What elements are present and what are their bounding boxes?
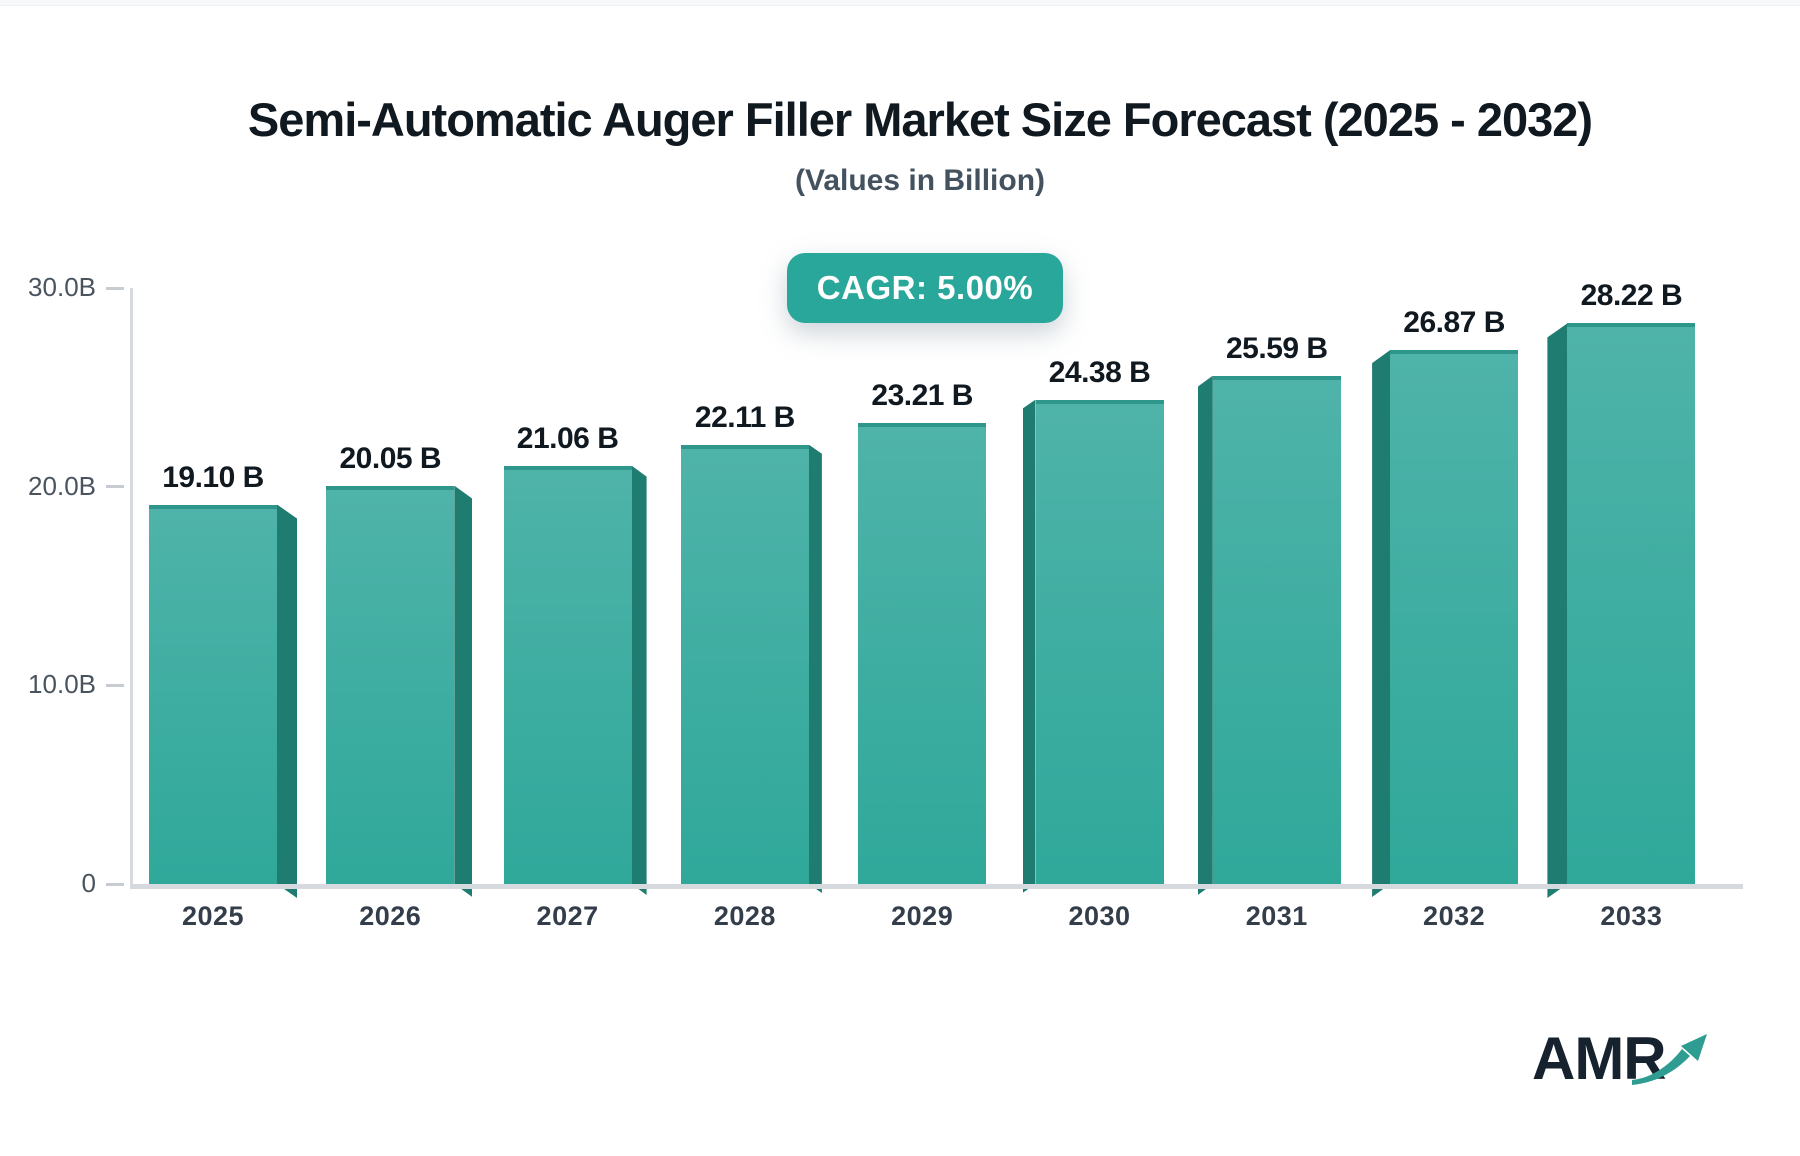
growth-arrow-icon	[1631, 1034, 1707, 1085]
bar	[326, 485, 455, 884]
cagr-badge-label: CAGR: 5.00%	[816, 269, 1034, 306]
bar	[1567, 323, 1696, 884]
category-label: 2031	[1245, 901, 1308, 931]
y-axis-line	[130, 288, 133, 889]
bar	[149, 504, 277, 884]
bar-value-label: 20.05 B	[339, 441, 442, 475]
bar	[680, 444, 809, 884]
page-subtitle: (Values in Billion)	[794, 164, 1046, 197]
bar-value-label: 21.06 B	[516, 421, 619, 455]
y-axis-tick	[106, 485, 124, 489]
category-label: 2026	[359, 901, 422, 931]
bar-side-3d	[809, 445, 822, 893]
bar-value-label: 24.38 B	[1048, 355, 1151, 389]
y-axis-tick	[106, 882, 124, 886]
cagr-badge: CAGR: 5.00%	[787, 253, 1063, 323]
bar-side-3d	[1023, 400, 1036, 893]
category-label: 2027	[536, 901, 599, 931]
x-axis-line	[130, 884, 1743, 889]
category-label: 2028	[713, 901, 776, 931]
bar-value-label: 25.59 B	[1226, 331, 1328, 365]
bar-value-label: 22.11 B	[694, 400, 795, 434]
bar-value-label: 26.87 B	[1403, 306, 1505, 340]
bar-value-label: 23.21 B	[871, 378, 973, 412]
bar-value-label: 19.10 B	[162, 460, 264, 494]
bar	[503, 465, 632, 884]
y-axis-label: 0	[81, 868, 96, 898]
y-axis-label: 30.0B	[28, 272, 96, 302]
y-axis-label: 20.0B	[28, 470, 96, 501]
bar	[1035, 399, 1164, 884]
y-axis-tick	[106, 286, 124, 290]
category-label: 2029	[891, 901, 954, 931]
y-axis-label: 10.0B	[28, 669, 96, 700]
top-border-strip	[0, 0, 1800, 6]
bar-side-3d	[454, 486, 472, 897]
amr-logo: AMR	[1532, 1029, 1708, 1090]
bar	[858, 422, 987, 884]
bar-side-3d	[632, 466, 647, 895]
bar-side-3d	[1372, 350, 1390, 897]
bar-value-label: 28.22 B	[1580, 279, 1683, 313]
bar-side-3d	[1198, 376, 1213, 895]
bar	[1212, 375, 1341, 884]
page-title: Semi-Automatic Auger Filler Market Size …	[247, 93, 1593, 146]
y-axis-tick	[106, 683, 124, 687]
category-label: 2030	[1068, 901, 1131, 931]
category-label: 2033	[1600, 901, 1663, 931]
bar-side-3d	[277, 505, 297, 898]
category-label: 2025	[181, 901, 245, 931]
bar-side-3d	[1547, 323, 1567, 898]
bar	[1390, 350, 1519, 884]
category-label: 2032	[1423, 901, 1486, 931]
